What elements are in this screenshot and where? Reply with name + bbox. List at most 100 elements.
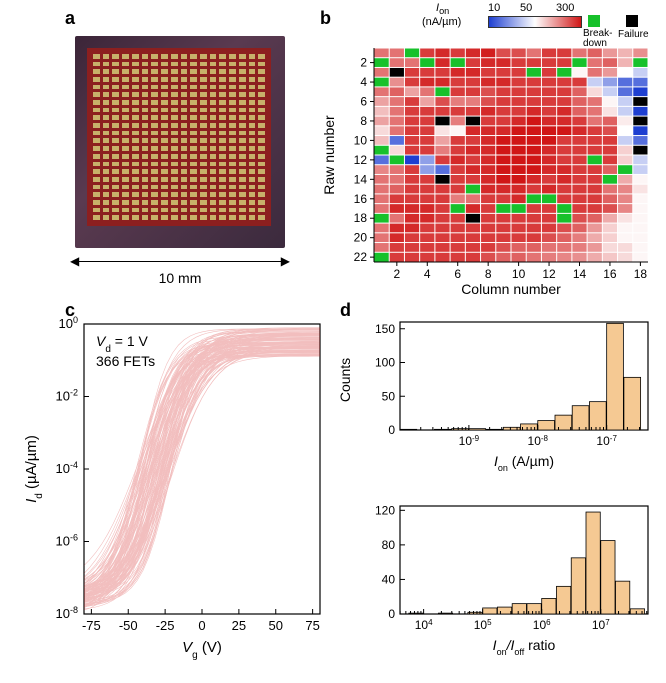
- chip-cell: [161, 123, 168, 128]
- svg-text:0: 0: [388, 423, 395, 437]
- chip-cell: [200, 138, 207, 143]
- chip-cell: [190, 69, 197, 74]
- chip-cell: [249, 185, 256, 190]
- chip-cell: [93, 131, 100, 136]
- chip-cell: [93, 54, 100, 59]
- chip-cell: [210, 146, 217, 151]
- chip-cell: [210, 185, 217, 190]
- chip-cell: [229, 208, 236, 213]
- chip-cell: [229, 200, 236, 205]
- chip-cell: [200, 146, 207, 151]
- chip-cell: [151, 69, 158, 74]
- chip-cell: [219, 177, 226, 182]
- chip-cell: [122, 192, 129, 197]
- chip-cell: [151, 192, 158, 197]
- chip-cell: [122, 54, 129, 59]
- chip-cell: [200, 62, 207, 67]
- chip-cell: [142, 115, 149, 120]
- chip-cell: [249, 162, 256, 167]
- chip-cell: [132, 131, 139, 136]
- chip-cell: [249, 69, 256, 74]
- chip-cell: [161, 215, 168, 220]
- svg-text:8: 8: [485, 267, 492, 281]
- chip-cell: [200, 54, 207, 59]
- chip-cell: [190, 192, 197, 197]
- chip-cell: [239, 108, 246, 113]
- chip-cell: [258, 215, 265, 220]
- chip-cell: [122, 154, 129, 159]
- chip-cell: [112, 208, 119, 213]
- chip-cell: [142, 185, 149, 190]
- chip-cell: [200, 192, 207, 197]
- panel-c: c -75-50-25025507510-810-610-410-2100Vg …: [20, 300, 330, 670]
- chip-cell: [239, 185, 246, 190]
- chip-cell: [122, 69, 129, 74]
- svg-text:2: 2: [393, 267, 400, 281]
- svg-text:10-8: 10-8: [56, 605, 78, 621]
- chip-cell: [181, 162, 188, 167]
- chip-cell: [161, 208, 168, 213]
- svg-text:75: 75: [305, 618, 319, 633]
- chip-cell: [181, 215, 188, 220]
- chip-cell: [229, 192, 236, 197]
- chip-cell: [219, 215, 226, 220]
- chip-cell: [229, 69, 236, 74]
- chip-cell: [200, 69, 207, 74]
- chip-cell: [132, 108, 139, 113]
- chip-cell: [151, 131, 158, 136]
- chip-cell: [132, 115, 139, 120]
- chip-cell: [171, 54, 178, 59]
- panel-d: d 05010015010-910-810-7CountsIon (A/µm)0…: [340, 300, 660, 670]
- chip-cell: [258, 54, 265, 59]
- chip-cell: [190, 100, 197, 105]
- chip-cell: [122, 185, 129, 190]
- chip-cell: [112, 85, 119, 90]
- chip-cell: [161, 85, 168, 90]
- chip-cell: [132, 54, 139, 59]
- chip-cell: [239, 123, 246, 128]
- chip-cell: [161, 162, 168, 167]
- chip-cell: [112, 77, 119, 82]
- chip-cell: [200, 154, 207, 159]
- chip-cell: [190, 54, 197, 59]
- svg-text:4: 4: [360, 75, 367, 89]
- chip-cell: [151, 185, 158, 190]
- panel-c-plot: -75-50-25025507510-810-610-410-2100Vg (V…: [20, 300, 330, 660]
- chip-cell: [122, 123, 129, 128]
- chip-cell: [239, 69, 246, 74]
- legend-tick-300: 300: [556, 2, 574, 14]
- chip-cell: [103, 92, 110, 97]
- chip-cell: [122, 215, 129, 220]
- chip-cell: [239, 100, 246, 105]
- chip-cell: [132, 85, 139, 90]
- chip-cell: [161, 100, 168, 105]
- chip-cell: [151, 62, 158, 67]
- chip-cell: [210, 162, 217, 167]
- chip-cell: [190, 208, 197, 213]
- svg-text:2: 2: [360, 56, 367, 70]
- chip-cell: [190, 115, 197, 120]
- chip-cell: [103, 69, 110, 74]
- chip-cell: [93, 169, 100, 174]
- chip-cell: [229, 85, 236, 90]
- chip-cell: [200, 100, 207, 105]
- chip-cell: [219, 92, 226, 97]
- chip-cell: [112, 138, 119, 143]
- chip-cell: [239, 146, 246, 151]
- chip-cell: [190, 169, 197, 174]
- chip-cell: [142, 131, 149, 136]
- chip-cell: [122, 146, 129, 151]
- chip-cell: [181, 108, 188, 113]
- legend-ion-label: Ion: [436, 2, 449, 16]
- panel-b: b Ion (nA/µm) 10 50 300 Break-down Failu…: [320, 8, 656, 298]
- chip-cell: [103, 208, 110, 213]
- chip-cell: [258, 100, 265, 105]
- chip-cell: [190, 92, 197, 97]
- chip-cell: [112, 192, 119, 197]
- chip-cell: [258, 169, 265, 174]
- chip-cell: [200, 115, 207, 120]
- chip-cell: [93, 77, 100, 82]
- dimension-label: 10 mm: [70, 270, 290, 286]
- chip-cell: [151, 77, 158, 82]
- chip-cell: [190, 85, 197, 90]
